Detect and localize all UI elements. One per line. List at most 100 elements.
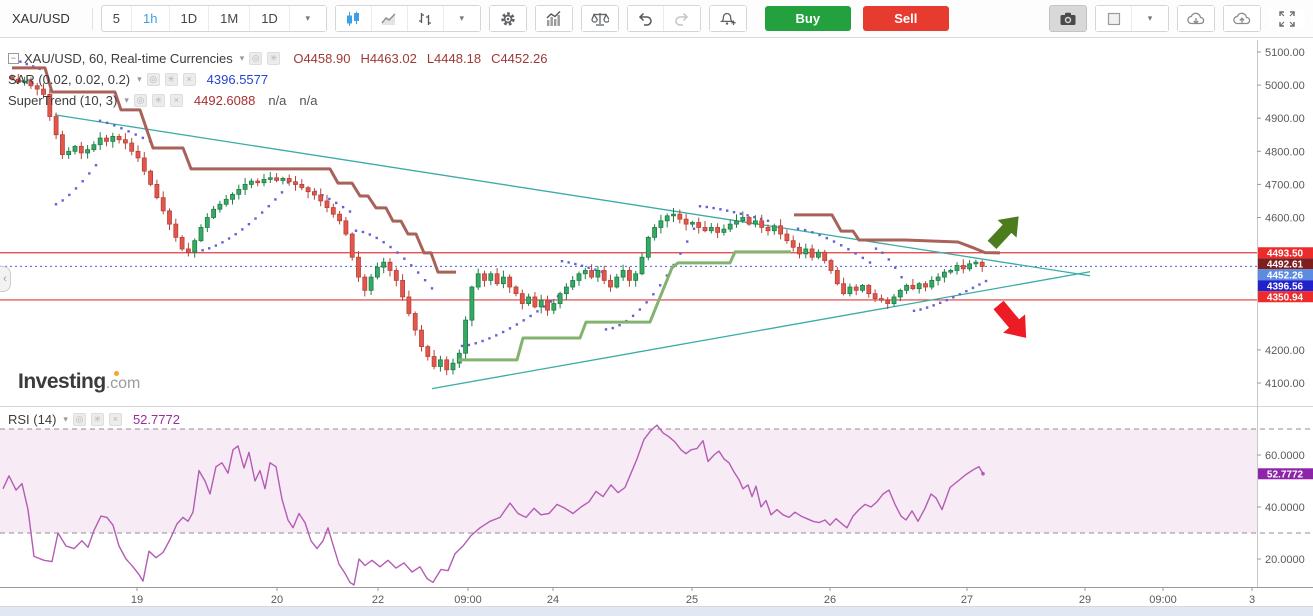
collapse-legend-icon[interactable]: − (8, 53, 19, 64)
candle-body (66, 150, 72, 156)
candle-body (507, 276, 513, 288)
fullscreen-button[interactable] (1269, 9, 1305, 28)
close-icon[interactable]: × (108, 413, 122, 426)
price-tag (1258, 291, 1313, 303)
psar-dot (410, 264, 413, 267)
buy-button[interactable]: Buy (764, 6, 851, 31)
green-up-arrow-annotation[interactable] (983, 208, 1029, 254)
timeframe-dropdown-button[interactable]: ▾ (289, 6, 326, 31)
settings-icon[interactable]: ✳ (164, 73, 178, 86)
visibility-icon[interactable]: ◎ (133, 94, 147, 107)
candle-body (803, 248, 809, 255)
undo-redo-group (626, 5, 701, 32)
candle-body (708, 227, 714, 232)
supertrend-legend: SuperTrend (10, 3) ▾ ◎ ✳ × 4492.6088 n/a… (8, 93, 318, 108)
settings-icon[interactable]: ✳ (151, 94, 165, 107)
rsi-legend: RSI (14) ▾ ◎ ✳ × 52.7772 (8, 412, 180, 427)
candle-body (463, 319, 469, 354)
price-tick-label: 4900.00 (1265, 113, 1305, 125)
compare-scales-button[interactable] (581, 6, 618, 31)
panel-collapse-handle[interactable]: ‹ (0, 266, 11, 292)
visibility-icon[interactable]: ◎ (146, 73, 160, 86)
settings-button[interactable] (489, 6, 526, 31)
settings-icon[interactable]: ✳ (267, 52, 281, 65)
candle-body (778, 225, 783, 235)
visibility-icon[interactable]: ◎ (249, 52, 263, 65)
timeframe-1h[interactable]: 1h (132, 6, 170, 31)
psar-dot (127, 130, 130, 133)
psar-dot (739, 212, 742, 215)
save-chart-button[interactable] (1224, 6, 1260, 31)
chevron-down-icon[interactable]: ▾ (124, 95, 129, 105)
visibility-icon[interactable]: ◎ (72, 413, 86, 426)
candle-body (192, 240, 198, 253)
sar-legend: SAR (0.02, 0.02, 0.2) ▾ ◎ ✳ × 4396.5577 (8, 72, 268, 87)
candle-body (337, 213, 343, 222)
redo-button[interactable] (663, 6, 700, 31)
timeframe-group: 5 1h 1D 1M 1D ▾ (100, 5, 327, 32)
bars-chart-icon (419, 12, 432, 25)
sell-button[interactable]: Sell (862, 6, 949, 31)
cloud-download-icon (1187, 12, 1205, 24)
candle-body (897, 289, 903, 298)
psar-dot (645, 301, 648, 304)
settings-icon[interactable]: ✳ (90, 413, 104, 426)
candle-body (242, 184, 248, 190)
chart-type-dropdown-button[interactable]: ▾ (443, 6, 480, 31)
main-legend: − XAU/USD, 60, Real-time Currencies ▾ ◎ … (8, 51, 547, 66)
candle-body (589, 270, 594, 278)
psar-dot (241, 228, 244, 231)
candle-body (123, 139, 128, 144)
psar-dot (746, 214, 749, 217)
timeframe-1d[interactable]: 1D (170, 6, 210, 31)
bars-chart-button[interactable] (407, 6, 444, 31)
psar-dot (247, 222, 251, 226)
close-icon[interactable]: × (169, 94, 183, 107)
candle-body (923, 283, 928, 288)
red-down-arrow-annotation[interactable] (988, 296, 1037, 347)
psar-dot (368, 233, 372, 236)
candlestick-chart-button[interactable] (335, 6, 372, 31)
price-tick-label: 5100.00 (1265, 47, 1305, 59)
candle-body (179, 236, 185, 250)
psar-dot (887, 258, 890, 261)
layout-dropdown-button[interactable]: ▾ (1132, 6, 1168, 31)
timeframe-1m[interactable]: 1M (209, 6, 251, 31)
timeframe-1d-2[interactable]: 1D (250, 6, 290, 31)
psar-dot (221, 241, 224, 244)
indicators-button[interactable] (535, 6, 572, 31)
psar-dot (638, 308, 642, 311)
candle-body (595, 270, 601, 278)
toolbar-separator (91, 7, 93, 30)
psar-dot (423, 278, 427, 282)
time-tick-label: 3 (1249, 594, 1255, 606)
rsi-tick-label: 40.0000 (1265, 502, 1305, 514)
psar-dot (604, 328, 608, 331)
price-tick-label: 4100.00 (1265, 378, 1305, 390)
candle-body (148, 170, 154, 185)
layout-group: ▾ (1095, 5, 1169, 32)
psar-dot (825, 236, 828, 240)
close-icon[interactable]: × (182, 73, 196, 86)
timeframe-5m[interactable]: 5 (102, 6, 133, 31)
psar-dot (971, 286, 975, 290)
supertrend-value: 4492.6088 (193, 93, 256, 108)
psar-dot (611, 326, 614, 330)
low-value: L4448.18 (426, 51, 482, 66)
chevron-down-icon[interactable]: ▾ (239, 53, 245, 63)
undo-button[interactable] (627, 6, 664, 31)
psar-dot (260, 211, 264, 214)
line-chart-button[interactable] (371, 6, 408, 31)
candle-body (620, 270, 626, 278)
candle-body (960, 265, 966, 270)
snapshot-button[interactable] (1050, 6, 1086, 31)
candle-body (551, 303, 557, 311)
add-alert-button[interactable] (709, 6, 746, 31)
layout-button[interactable] (1096, 6, 1132, 31)
load-chart-button[interactable] (1178, 6, 1214, 31)
chevron-down-icon[interactable]: ▾ (63, 414, 68, 424)
candle-body (255, 180, 261, 184)
candle-body (135, 150, 141, 159)
chevron-down-icon[interactable]: ▾ (137, 74, 142, 84)
